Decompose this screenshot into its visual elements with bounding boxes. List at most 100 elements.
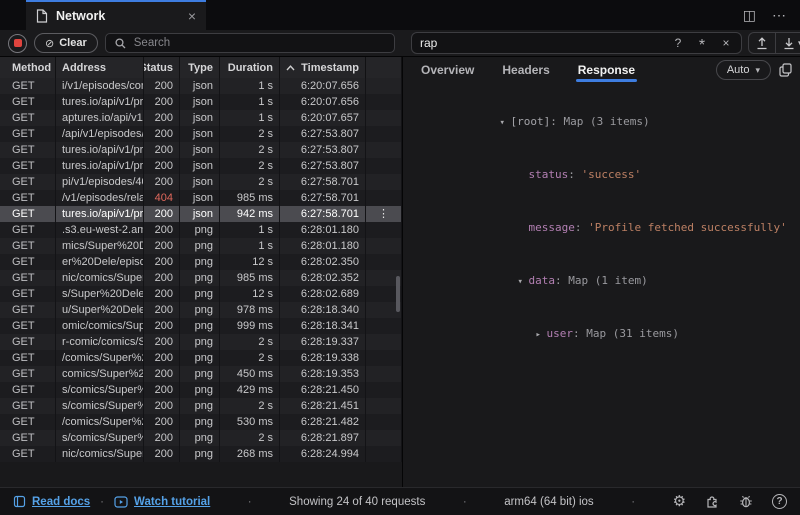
column-header-duration[interactable]: Duration [220, 57, 280, 78]
chevron-down-icon: ▾ [798, 38, 800, 49]
requests-count: Showing 24 of 40 requests [289, 495, 426, 508]
tree-node[interactable]: ▾ data: Map (1 item) [420, 255, 794, 308]
tab-bar: Network × ◫ ⋯ [0, 0, 800, 30]
status-actions: ⚙ ? [672, 493, 788, 510]
filter-clear-icon[interactable]: × [722, 36, 730, 50]
filter-help-icon[interactable]: ? [674, 36, 682, 50]
upload-icon [757, 36, 767, 49]
document-icon [36, 9, 48, 23]
column-header-method[interactable]: Method [0, 57, 56, 78]
import-button[interactable]: ▾ [776, 33, 800, 53]
tree-expander-icon[interactable] [517, 168, 528, 185]
table-row[interactable]: GET u/Super%20Dele/episo 200 png 978 ms … [0, 302, 402, 318]
search-input[interactable] [133, 37, 385, 49]
table-row[interactable]: GET omic/comics/Super%2 200 png 999 ms 6… [0, 318, 402, 334]
toolbar: ⊘ Clear ? * × [0, 30, 800, 56]
table-row[interactable]: GET i/v1/episodes/comic/2 200 json 1 s 6… [0, 78, 402, 94]
table-row[interactable]: GET s/comics/Super%20De 200 png 2 s 6:28… [0, 430, 402, 446]
filter-input[interactable] [420, 36, 661, 50]
table-row[interactable]: GET mics/Super%20Dele/ep 200 png 1 s 6:2… [0, 238, 402, 254]
table-row[interactable]: GET er%20Dele/episodes/E 200 png 12 s 6:… [0, 254, 402, 270]
column-header-address[interactable]: Address [56, 57, 144, 78]
toolbar-right: ? * × ▾ [403, 32, 800, 54]
tree-expander-icon[interactable]: ▸ [535, 330, 541, 340]
table-row[interactable]: GET tures.io/api/v1/profile 200 json 2 s… [0, 142, 402, 158]
window-controls: ◫ ⋯ [743, 0, 800, 30]
tree-expander-icon[interactable]: ▾ [517, 277, 523, 287]
platform-info: arm64 (64 bit) ios [504, 495, 594, 508]
table-row[interactable]: GET s/Super%20Dele/episo 200 png 12 s 6:… [0, 286, 402, 302]
table-row[interactable]: GET pi/v1/episodes/40/ima 200 json 2 s 6… [0, 174, 402, 190]
read-docs-link[interactable]: Read docs [13, 495, 90, 508]
column-header-timestamp[interactable]: Timestamp [280, 57, 366, 78]
help-links: Read docs · Watch tutorial [13, 495, 210, 508]
detail-tab[interactable]: Overview [421, 63, 475, 77]
detail-tab[interactable]: Response [575, 57, 638, 83]
divider [775, 33, 776, 53]
format-select[interactable]: Auto ▾ [715, 60, 771, 80]
table-row[interactable]: GET .s3.eu-west-2.amazon 200 png 1 s 6:2… [0, 222, 402, 238]
download-icon [784, 37, 794, 49]
clear-button[interactable]: ⊘ Clear [34, 33, 98, 53]
table-body: GET i/v1/episodes/comic/2 200 json 1 s 6… [0, 78, 402, 462]
tree-node[interactable]: ▾ [root]: Map (3 items) [420, 96, 794, 149]
detail-tabs: Overview Headers Response Auto ▾ [403, 57, 800, 83]
table-header: Method Address Status Type Duration Time… [0, 57, 402, 78]
table-row[interactable]: GET r-comic/comics/Super 200 png 2 s 6:2… [0, 334, 402, 350]
table-row[interactable]: GET /comics/Super%20Del 200 png 2 s 6:28… [0, 350, 402, 366]
table-row[interactable]: GET tures.io/api/v1/profile 200 json 2 s… [0, 158, 402, 174]
export-button[interactable] [749, 33, 775, 53]
record-toggle-button[interactable] [8, 33, 27, 53]
tab-title: Network [56, 9, 106, 23]
tree-expander-icon[interactable]: ▾ [499, 118, 505, 128]
table-row[interactable]: GET /v1/episodes/related-c 404 json 985 … [0, 190, 402, 206]
main-area: Method Address Status Type Duration Time… [0, 56, 800, 487]
detail-tab[interactable]: Headers [502, 63, 550, 77]
import-export-group: ▾ [748, 32, 800, 54]
row-actions-icon[interactable]: ⋮ [378, 208, 389, 220]
regex-toggle-icon[interactable]: * [698, 37, 706, 54]
table-row[interactable]: GET comics/Super%20Dele 200 png 450 ms 6… [0, 366, 402, 382]
settings-gear-icon[interactable]: ⚙ [672, 493, 687, 510]
copy-icon[interactable] [779, 63, 792, 77]
detail-tab-actions: Auto ▾ [715, 60, 792, 80]
search-box [104, 33, 395, 53]
more-menu-icon[interactable]: ⋯ [772, 7, 786, 23]
table-scrollbar[interactable] [396, 276, 400, 312]
detail-panel: Overview Headers Response Auto ▾ [403, 57, 800, 487]
tree-expander-icon[interactable] [517, 221, 528, 238]
table-row[interactable]: GET nic/comics/Super%20D 200 png 268 ms … [0, 446, 402, 462]
table-row[interactable]: GET aptures.io/api/v1/profi 200 json 1 s… [0, 110, 402, 126]
table-row[interactable]: GET /api/v1/episodes/comi 200 json 2 s 6… [0, 126, 402, 142]
response-json-tree: ▾ [root]: Map (3 items) status: 'success'… [403, 83, 800, 487]
table-row[interactable]: GET nic/comics/Super%20D 200 png 985 ms … [0, 270, 402, 286]
tab-network[interactable]: Network × [26, 0, 206, 30]
tree-node[interactable]: ▸ user: Map (31 items) [420, 308, 794, 361]
record-icon [13, 39, 22, 47]
column-header-status[interactable]: Status [144, 57, 180, 78]
tree-node[interactable]: message: 'Profile fetched successfully' [420, 202, 794, 255]
sort-ascending-icon [286, 64, 295, 71]
watch-tutorial-link[interactable]: Watch tutorial [114, 496, 210, 508]
column-header-extra [366, 57, 402, 78]
table-row[interactable]: GET s/comics/Super%20De 200 png 2 s 6:28… [0, 398, 402, 414]
search-icon [115, 37, 126, 49]
book-icon [13, 495, 26, 508]
help-icon[interactable]: ? [772, 494, 788, 509]
split-view-icon[interactable]: ◫ [742, 7, 756, 23]
bug-report-icon[interactable] [739, 494, 753, 509]
tree-node[interactable]: status: 'success' [420, 149, 794, 202]
chevron-down-icon: ▾ [755, 64, 760, 75]
table-row[interactable]: GET /comics/Super%20Dele 200 png 530 ms … [0, 414, 402, 430]
table-row[interactable]: GET tures.io/api/v1/profile 200 json 942… [0, 206, 402, 222]
status-bar: Read docs · Watch tutorial · Showing 24 … [0, 487, 800, 515]
column-header-type[interactable]: Type [180, 57, 220, 78]
table-row[interactable]: GET s/comics/Super%20De 200 png 429 ms 6… [0, 382, 402, 398]
plugins-icon[interactable] [705, 494, 720, 509]
tab-close-icon[interactable]: × [187, 8, 196, 24]
play-video-icon [114, 495, 128, 508]
table-row[interactable]: GET tures.io/api/v1/profile 200 json 1 s… [0, 94, 402, 110]
filter-box: ? * × [411, 32, 742, 54]
toolbar-left: ⊘ Clear [0, 33, 403, 53]
